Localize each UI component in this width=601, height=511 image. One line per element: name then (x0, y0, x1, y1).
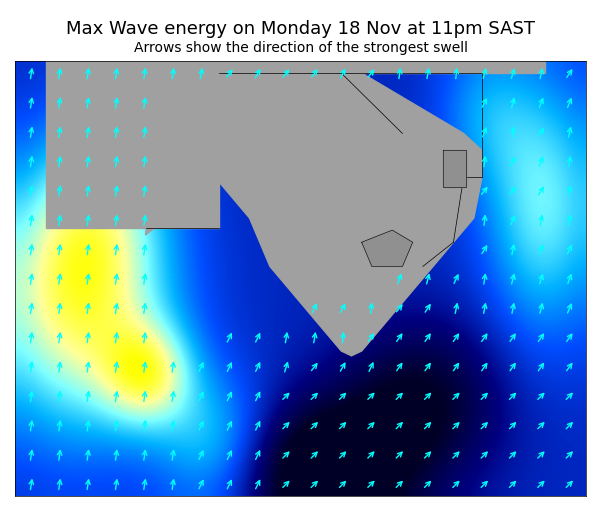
Polygon shape (219, 0, 545, 73)
Text: Arrows show the direction of the strongest swell: Arrows show the direction of the stronge… (133, 41, 468, 55)
Polygon shape (46, 0, 321, 228)
Text: Max Wave energy on Monday 18 Nov at 11pm SAST: Max Wave energy on Monday 18 Nov at 11pm… (66, 20, 535, 38)
Polygon shape (444, 150, 466, 187)
Polygon shape (362, 230, 413, 266)
Polygon shape (145, 73, 482, 356)
